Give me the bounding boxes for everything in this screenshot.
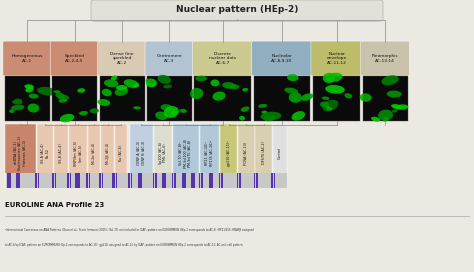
Ellipse shape xyxy=(104,79,118,87)
Ellipse shape xyxy=(241,106,249,112)
FancyBboxPatch shape xyxy=(52,76,97,121)
Ellipse shape xyxy=(78,111,86,115)
FancyBboxPatch shape xyxy=(37,124,53,182)
Text: Speckled
AC-2,4,5: Speckled AC-2,4,5 xyxy=(64,54,85,63)
Ellipse shape xyxy=(210,79,219,86)
Text: CENP A (AC-3)
CENP B (AC-3): CENP A (AC-3) CENP B (AC-3) xyxy=(137,141,146,165)
Text: Control: Control xyxy=(278,147,282,159)
Ellipse shape xyxy=(322,104,329,108)
Text: DFS70 (AC-2): DFS70 (AC-2) xyxy=(262,141,265,165)
Ellipse shape xyxy=(9,109,15,113)
Ellipse shape xyxy=(155,112,168,120)
Ellipse shape xyxy=(180,109,187,113)
Ellipse shape xyxy=(301,93,313,101)
Ellipse shape xyxy=(54,90,61,93)
FancyBboxPatch shape xyxy=(67,173,71,188)
FancyBboxPatch shape xyxy=(363,76,408,121)
Text: to AC-6 by ICAP, pattern on EUROIMMUN HEp-2 corresponds to AC-10; ⁴gp210: assign: to AC-6 by ICAP, pattern on EUROIMMUN HE… xyxy=(5,243,242,247)
Ellipse shape xyxy=(124,79,139,88)
Ellipse shape xyxy=(289,92,302,103)
Ellipse shape xyxy=(28,94,38,99)
FancyBboxPatch shape xyxy=(130,124,153,182)
Ellipse shape xyxy=(80,111,88,115)
FancyBboxPatch shape xyxy=(35,173,39,188)
Ellipse shape xyxy=(391,104,401,109)
Ellipse shape xyxy=(59,99,67,103)
FancyBboxPatch shape xyxy=(153,173,157,188)
Ellipse shape xyxy=(111,75,118,80)
Ellipse shape xyxy=(133,106,141,109)
Ellipse shape xyxy=(239,116,245,120)
Ellipse shape xyxy=(325,85,345,94)
FancyBboxPatch shape xyxy=(182,173,186,188)
FancyBboxPatch shape xyxy=(254,173,258,188)
Text: Nuclear pattern (HEp-2): Nuclear pattern (HEp-2) xyxy=(176,5,298,14)
FancyBboxPatch shape xyxy=(361,41,410,76)
Ellipse shape xyxy=(27,104,39,113)
Text: RP11 (AC-10)²
RP135 (AC-10)³: RP11 (AC-10)² RP135 (AC-10)³ xyxy=(205,140,214,166)
Ellipse shape xyxy=(77,88,85,93)
FancyBboxPatch shape xyxy=(138,173,142,188)
FancyBboxPatch shape xyxy=(200,124,219,182)
Text: Centromere
AC-3: Centromere AC-3 xyxy=(156,54,182,63)
Text: Mi-2β (AC-4): Mi-2β (AC-4) xyxy=(106,142,109,164)
Ellipse shape xyxy=(146,79,157,87)
FancyBboxPatch shape xyxy=(191,173,195,188)
Ellipse shape xyxy=(371,117,380,122)
Ellipse shape xyxy=(292,111,305,121)
Text: Ku (AC-4): Ku (AC-4) xyxy=(119,145,123,161)
Ellipse shape xyxy=(171,110,177,115)
FancyBboxPatch shape xyxy=(128,173,132,188)
Ellipse shape xyxy=(195,76,207,81)
FancyBboxPatch shape xyxy=(101,124,114,182)
Ellipse shape xyxy=(326,107,332,110)
FancyBboxPatch shape xyxy=(192,41,253,76)
Text: gp210 (AC-11)⁴: gp210 (AC-11)⁴ xyxy=(227,140,231,166)
FancyBboxPatch shape xyxy=(54,124,68,182)
Ellipse shape xyxy=(260,112,282,120)
FancyBboxPatch shape xyxy=(273,124,287,182)
Ellipse shape xyxy=(383,117,389,122)
FancyBboxPatch shape xyxy=(311,41,362,76)
Ellipse shape xyxy=(284,88,298,94)
FancyBboxPatch shape xyxy=(16,173,20,188)
Ellipse shape xyxy=(116,85,128,90)
FancyBboxPatch shape xyxy=(145,41,194,76)
Ellipse shape xyxy=(382,75,399,85)
Text: SS-A (AC-4)
Ro-52: SS-A (AC-4) Ro-52 xyxy=(41,143,49,163)
Ellipse shape xyxy=(161,104,173,111)
Ellipse shape xyxy=(57,95,69,101)
FancyBboxPatch shape xyxy=(5,173,287,188)
FancyBboxPatch shape xyxy=(99,173,103,188)
Ellipse shape xyxy=(320,101,328,107)
Ellipse shape xyxy=(133,84,139,87)
Ellipse shape xyxy=(14,98,22,103)
Ellipse shape xyxy=(392,110,398,113)
Ellipse shape xyxy=(287,74,299,81)
FancyBboxPatch shape xyxy=(5,124,36,182)
FancyBboxPatch shape xyxy=(255,124,272,182)
Ellipse shape xyxy=(230,84,239,89)
FancyBboxPatch shape xyxy=(75,173,80,188)
Ellipse shape xyxy=(163,84,172,88)
FancyBboxPatch shape xyxy=(69,124,87,182)
FancyBboxPatch shape xyxy=(115,124,127,182)
Text: Homogeneous
AC-1: Homogeneous AC-1 xyxy=(11,54,43,63)
FancyBboxPatch shape xyxy=(162,173,166,188)
Ellipse shape xyxy=(98,99,110,106)
Text: Scl-70 (AC-8)¹
PM-Scl100 (AC-8)
PM-Scl75 (AC-8): Scl-70 (AC-8)¹ PM-Scl100 (AC-8) PM-Scl75… xyxy=(179,138,192,168)
Ellipse shape xyxy=(396,104,408,110)
FancyBboxPatch shape xyxy=(98,41,146,76)
Ellipse shape xyxy=(164,106,179,118)
FancyBboxPatch shape xyxy=(194,76,251,121)
FancyBboxPatch shape xyxy=(91,0,383,21)
FancyBboxPatch shape xyxy=(50,41,99,76)
Text: Sp100 (AC-6)
PML (AC-6): Sp100 (AC-6) PML (AC-6) xyxy=(159,142,167,164)
Ellipse shape xyxy=(37,87,57,95)
FancyBboxPatch shape xyxy=(173,124,199,182)
Ellipse shape xyxy=(25,87,33,92)
Ellipse shape xyxy=(157,75,171,84)
Ellipse shape xyxy=(55,92,64,98)
Text: dsDNA (AC-1)
Nucleosomes (AC-1)
Histones (AC-1): dsDNA (AC-1) Nucleosomes (AC-1) Histones… xyxy=(14,136,27,170)
Ellipse shape xyxy=(222,82,236,89)
